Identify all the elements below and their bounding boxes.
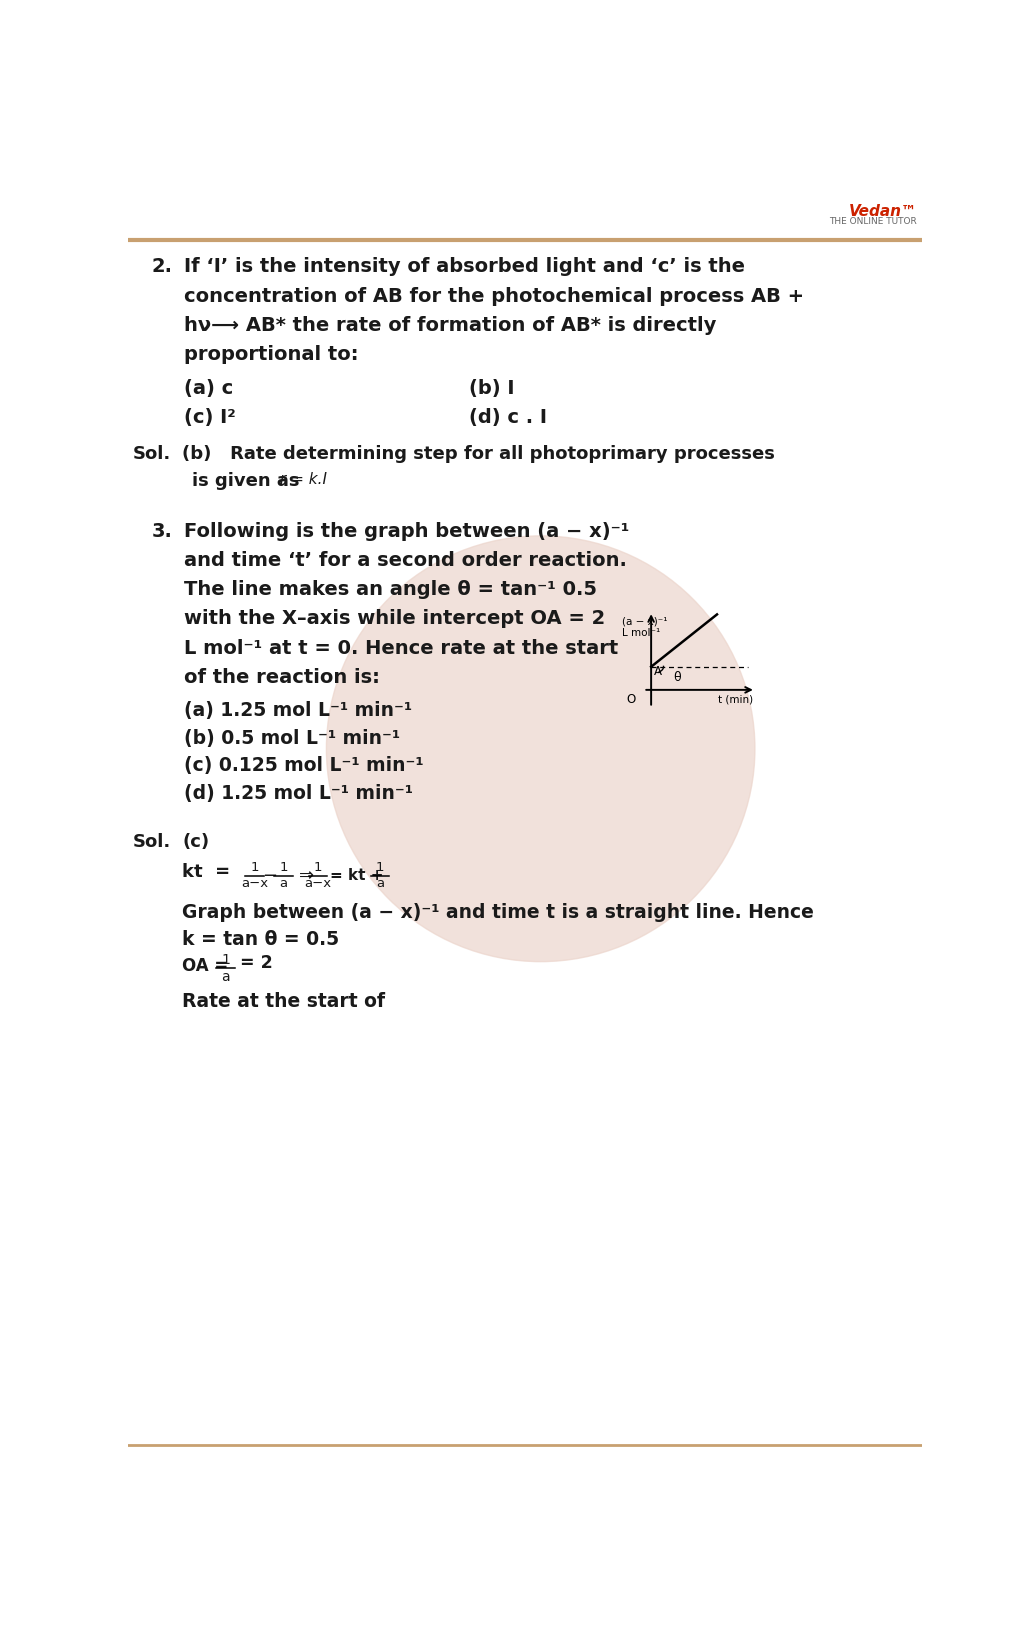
Text: (a) 1.25 mol L⁻¹ min⁻¹: (a) 1.25 mol L⁻¹ min⁻¹ (183, 702, 412, 720)
Text: (c) I²: (c) I² (183, 408, 236, 428)
Text: 1: 1 (313, 862, 323, 875)
Text: (d) 1.25 mol L⁻¹ min⁻¹: (d) 1.25 mol L⁻¹ min⁻¹ (183, 783, 413, 803)
Text: k = tan θ = 0.5: k = tan θ = 0.5 (182, 930, 339, 950)
Text: OA =: OA = (182, 956, 228, 974)
Text: and time ‘t’ for a second order reaction.: and time ‘t’ for a second order reaction… (183, 552, 627, 570)
Text: −: − (262, 867, 278, 885)
Text: Sol.: Sol. (133, 834, 171, 852)
Text: a−x: a−x (241, 878, 268, 891)
Text: 2.: 2. (152, 258, 172, 276)
Text: hν⟶ AB* the rate of formation of AB* is directly: hν⟶ AB* the rate of formation of AB* is … (183, 317, 716, 335)
Text: Rate at the start of: Rate at the start of (182, 992, 385, 1010)
Text: r = k.I: r = k.I (280, 472, 327, 486)
Text: Vedan™: Vedan™ (849, 204, 916, 219)
Text: (a) c: (a) c (183, 379, 233, 398)
Text: Sol.: Sol. (133, 446, 171, 463)
Text: proportional to:: proportional to: (183, 346, 358, 364)
Circle shape (327, 535, 755, 961)
Text: (c) 0.125 mol L⁻¹ min⁻¹: (c) 0.125 mol L⁻¹ min⁻¹ (183, 756, 424, 775)
Text: (d) c . I: (d) c . I (469, 408, 547, 428)
Text: (a − x)⁻¹: (a − x)⁻¹ (623, 617, 668, 627)
Text: is given as: is given as (191, 472, 305, 490)
Text: O: O (627, 694, 636, 707)
Text: with the X–axis while intercept OA = 2: with the X–axis while intercept OA = 2 (183, 609, 605, 628)
Text: θ: θ (673, 671, 681, 684)
Text: 1: 1 (376, 862, 384, 875)
Text: = kt +: = kt + (331, 868, 384, 883)
Text: (b)   Rate determining step for all photoprimary processes: (b) Rate determining step for all photop… (182, 446, 775, 463)
Text: L mol⁻¹: L mol⁻¹ (623, 627, 660, 638)
Text: a: a (221, 969, 230, 984)
Text: THE ONLINE TUTOR: THE ONLINE TUTOR (829, 217, 916, 227)
Text: 1: 1 (280, 862, 288, 875)
Text: ⇒: ⇒ (299, 867, 314, 885)
Text: The line makes an angle θ = tan⁻¹ 0.5: The line makes an angle θ = tan⁻¹ 0.5 (183, 579, 597, 599)
Text: (b) 0.5 mol L⁻¹ min⁻¹: (b) 0.5 mol L⁻¹ min⁻¹ (183, 728, 400, 747)
Text: a: a (376, 878, 384, 891)
Text: If ‘I’ is the intensity of absorbed light and ‘c’ is the: If ‘I’ is the intensity of absorbed ligh… (183, 258, 744, 276)
Text: a−x: a−x (304, 878, 332, 891)
Text: 3.: 3. (152, 522, 172, 540)
Text: A: A (654, 666, 663, 679)
Text: concentration of AB for the photochemical process AB +: concentration of AB for the photochemica… (183, 287, 804, 305)
Text: of the reaction is:: of the reaction is: (183, 667, 380, 687)
Text: a: a (280, 878, 288, 891)
Text: 1: 1 (250, 862, 259, 875)
Text: kt  =: kt = (182, 863, 230, 881)
Text: = 2: = 2 (241, 953, 273, 971)
Text: Graph between (a − x)⁻¹ and time t is a straight line. Hence: Graph between (a − x)⁻¹ and time t is a … (182, 902, 814, 922)
Text: (b) I: (b) I (469, 379, 514, 398)
Text: L mol⁻¹ at t = 0. Hence rate at the start: L mol⁻¹ at t = 0. Hence rate at the star… (183, 638, 618, 658)
Text: 1: 1 (221, 953, 230, 966)
Text: t (min): t (min) (718, 695, 753, 705)
Text: Following is the graph between (a − x)⁻¹: Following is the graph between (a − x)⁻¹ (183, 522, 629, 540)
Text: (c): (c) (182, 834, 209, 852)
